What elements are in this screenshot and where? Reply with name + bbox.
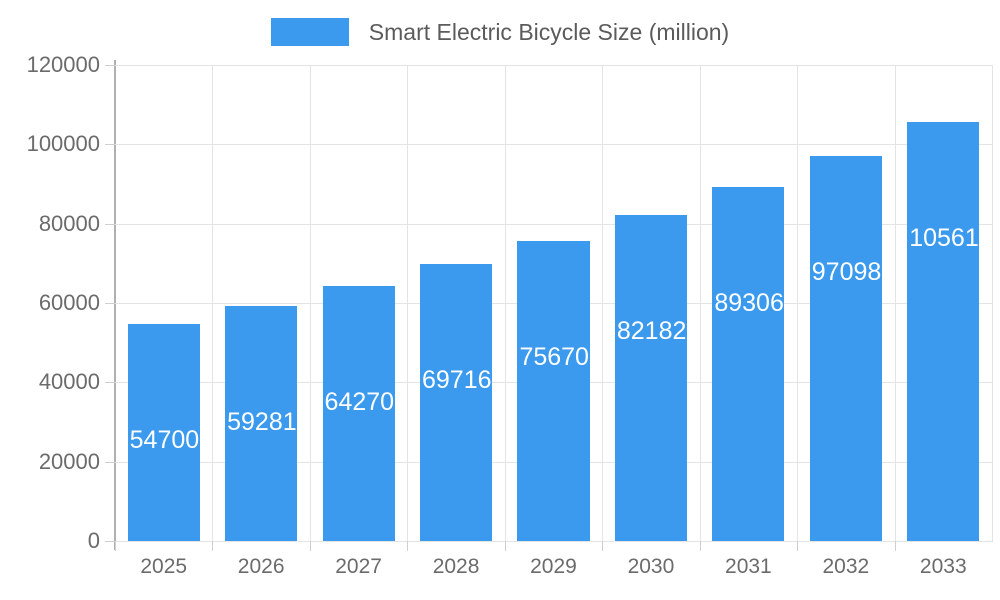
- x-tick-label: 2030: [627, 555, 675, 578]
- bar[interactable]: [420, 264, 493, 541]
- x-tick-mark: [407, 541, 408, 551]
- bar[interactable]: [712, 186, 785, 541]
- gridline-horizontal: [115, 144, 992, 146]
- y-tick-mark: [105, 541, 115, 542]
- y-tick-mark: [105, 223, 115, 225]
- x-tick-mark: [700, 541, 701, 551]
- x-tick-label: 2028: [432, 555, 480, 578]
- x-tick-mark: [115, 541, 116, 551]
- gridline-horizontal: [115, 541, 992, 542]
- bar[interactable]: [127, 324, 200, 541]
- y-tick-mark: [105, 461, 115, 463]
- gridline-horizontal: [115, 223, 992, 225]
- x-tick-mark: [602, 541, 603, 551]
- bar[interactable]: [614, 215, 687, 541]
- bar[interactable]: [809, 155, 882, 541]
- plot-area: 54700 59281 64270 69716 75670 82182 89306 97098…: [115, 65, 993, 542]
- y-tick-label: 0: [87, 528, 100, 553]
- x-tick-mark: [505, 541, 506, 551]
- y-tick-label: 60000: [38, 290, 100, 315]
- bar[interactable]: [517, 240, 590, 541]
- x-tick-label: 2029: [530, 555, 577, 578]
- bar[interactable]: [907, 122, 980, 541]
- x-tick-mark: [895, 541, 896, 551]
- x-tick-mark: [310, 541, 311, 551]
- gridline-vertical: [602, 65, 603, 541]
- y-tick-label: 120000: [26, 52, 100, 77]
- gridline-vertical: [505, 65, 506, 541]
- x-tick-label: 2031: [725, 555, 772, 578]
- y-axis-line: [114, 60, 116, 550]
- gridline-horizontal: [115, 65, 992, 66]
- gridline-vertical: [797, 65, 798, 541]
- x-tick-mark: [212, 541, 213, 551]
- gridline-vertical: [895, 65, 896, 541]
- y-tick-mark: [105, 382, 115, 384]
- y-tick-label: 100000: [26, 131, 100, 157]
- bar[interactable]: [225, 305, 298, 541]
- gridline-vertical: [407, 65, 408, 541]
- gridline-vertical: [700, 65, 701, 541]
- x-tick-label: 2025: [140, 555, 188, 578]
- x-tick-label: 2026: [237, 555, 285, 578]
- x-tick-label: 2032: [822, 555, 870, 578]
- gridline-vertical: [310, 65, 311, 541]
- legend-item-smart-electric-bicycle-size[interactable]: Smart Electric Bicycle Size (million): [270, 18, 730, 46]
- x-tick-label: 2027: [335, 555, 382, 578]
- x-tick-label: 2033: [919, 555, 967, 578]
- y-tick-label: 20000: [38, 448, 100, 474]
- legend-swatch-icon[interactable]: [270, 18, 349, 46]
- y-tick-label: 80000: [38, 210, 100, 236]
- bar[interactable]: [322, 286, 395, 541]
- y-tick-mark: [105, 303, 115, 304]
- legend-label: Smart Electric Bicycle Size (million): [368, 18, 730, 45]
- chart-legend: Smart Electric Bicycle Size (million): [0, 14, 1000, 50]
- y-tick-label: 40000: [38, 369, 100, 395]
- gridline-vertical: [992, 65, 993, 541]
- gridline-vertical: [212, 65, 213, 541]
- x-tick-mark: [797, 541, 798, 551]
- y-tick-mark: [105, 144, 115, 146]
- y-tick-mark: [105, 65, 115, 66]
